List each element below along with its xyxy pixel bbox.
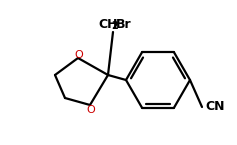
Text: O: O	[75, 50, 83, 60]
Text: CH: CH	[98, 18, 118, 31]
Text: 2: 2	[111, 21, 118, 31]
Text: Br: Br	[116, 18, 132, 31]
Text: CN: CN	[205, 100, 224, 114]
Text: O: O	[87, 105, 95, 115]
